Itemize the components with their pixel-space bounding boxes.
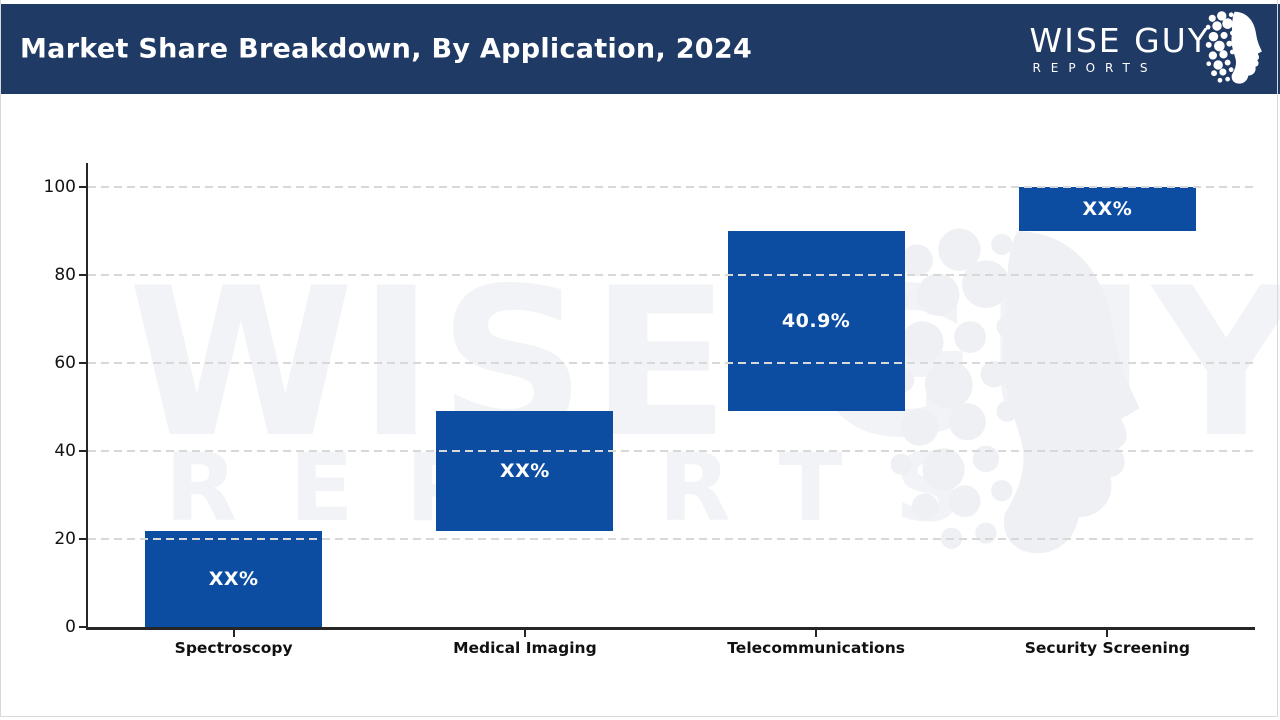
y-tick-mark [79, 450, 87, 452]
x-tick-mark [523, 630, 526, 637]
y-tick-mark [79, 274, 87, 276]
bar-medical-imaging: XX% [436, 410, 614, 532]
x-tick-mark [1106, 630, 1109, 637]
y-tick-label: 40 [54, 441, 76, 461]
brand-name: WISE GUY [1029, 20, 1210, 60]
x-axis-category-label: Spectroscopy [174, 639, 293, 657]
y-tick-label: 100 [43, 177, 76, 197]
gridline-60 [88, 362, 1253, 364]
y-tick-mark [79, 186, 87, 188]
bar-spectroscopy: XX% [145, 531, 323, 627]
brand-logo: WISE GUY REPORTS [1029, 9, 1266, 89]
bar-value-label: XX% [1082, 198, 1133, 220]
x-axis-category-label: Medical Imaging [453, 639, 597, 657]
y-tick-mark [79, 626, 87, 628]
y-tick-mark [79, 538, 87, 540]
gridline-100 [88, 186, 1253, 188]
brand-face-icon [1205, 11, 1262, 84]
header-band: Market Share Breakdown, By Application, … [0, 4, 1280, 94]
gridline-20 [88, 538, 1253, 540]
x-tick-mark [232, 630, 235, 637]
x-axis-category-label: Security Screening [1024, 639, 1190, 657]
x-axis-category-label: Telecommunications [727, 639, 905, 657]
bar-value-label: 40.9% [781, 309, 851, 332]
gridline-80 [88, 274, 1253, 276]
y-axis-line [86, 163, 88, 629]
brand-logo-text: WISE GUY REPORTS [1029, 24, 1210, 75]
bar-security-screening: XX% [1018, 187, 1196, 231]
x-tick-mark [815, 630, 818, 637]
y-tick-label: 20 [54, 529, 76, 549]
bar-telecommunications: 40.9% [727, 231, 905, 411]
bar-value-label: XX% [499, 460, 550, 482]
x-axis-line [86, 627, 1255, 630]
bar-value-label: XX% [208, 568, 259, 591]
chart-title: Market Share Breakdown, By Application, … [20, 33, 753, 65]
y-tick-label: 80 [54, 265, 76, 285]
brand-subname: REPORTS [1032, 60, 1158, 75]
y-tick-label: 60 [54, 353, 76, 373]
y-tick-label: 0 [65, 617, 76, 637]
y-tick-mark [79, 362, 87, 364]
gridline-40 [88, 450, 1253, 452]
